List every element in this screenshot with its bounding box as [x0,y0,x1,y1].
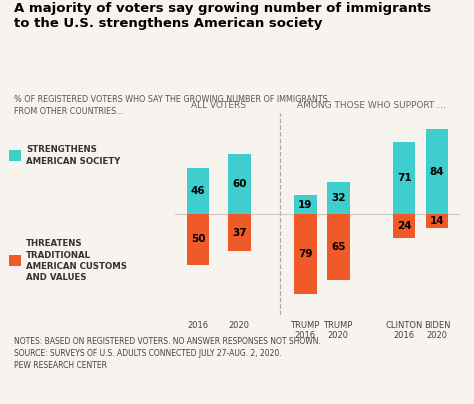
Bar [327,214,349,280]
Text: 65: 65 [331,242,346,252]
Bar [294,195,317,214]
Text: AMONG THOSE WHO SUPPORT ...: AMONG THOSE WHO SUPPORT ... [297,101,446,110]
Text: 24: 24 [397,221,411,231]
Bar [393,214,416,238]
Bar [228,154,251,214]
Text: 84: 84 [430,167,445,177]
Text: A majority of voters say growing number of immigrants
to the U.S. strengthens Am: A majority of voters say growing number … [14,2,431,30]
Text: 14: 14 [430,216,445,226]
Bar [426,129,448,214]
Text: THREATENS
TRADITIONAL
AMERICAN CUSTOMS
AND VALUES: THREATENS TRADITIONAL AMERICAN CUSTOMS A… [26,240,127,282]
Text: 60: 60 [232,179,246,189]
Text: 46: 46 [191,186,205,196]
Text: 37: 37 [232,228,246,238]
Bar [426,214,448,228]
Text: 71: 71 [397,173,411,183]
Text: 19: 19 [298,200,312,210]
Bar [187,214,210,265]
Text: STRENGTHENS
AMERICAN SOCIETY: STRENGTHENS AMERICAN SOCIETY [26,145,120,166]
Bar [393,143,416,214]
Bar [187,168,210,214]
Bar [327,182,349,214]
Text: 79: 79 [298,249,312,259]
Text: % OF REGISTERED VOTERS WHO SAY THE GROWING NUMBER OF IMMIGRANTS
FROM OTHER COUNT: % OF REGISTERED VOTERS WHO SAY THE GROWI… [14,95,328,116]
Text: NOTES: BASED ON REGISTERED VOTERS. NO ANSWER RESPONSES NOT SHOWN.
SOURCE: SURVEY: NOTES: BASED ON REGISTERED VOTERS. NO AN… [14,337,321,370]
Bar [228,214,251,251]
Text: 50: 50 [191,234,205,244]
Text: 32: 32 [331,193,346,203]
Bar [294,214,317,294]
Text: ALL VOTERS: ALL VOTERS [191,101,246,110]
